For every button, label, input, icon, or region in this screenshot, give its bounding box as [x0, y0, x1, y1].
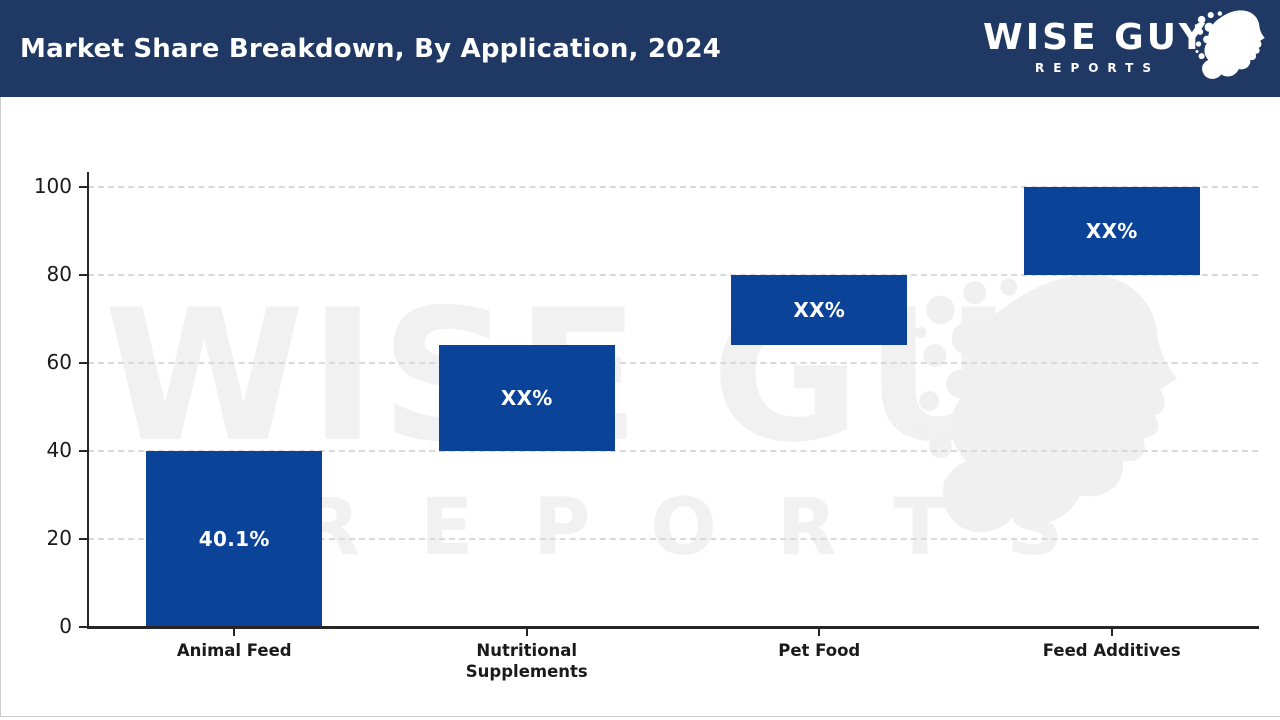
brand-logo: WISE GUY REPORTS	[983, 7, 1270, 87]
y-tick-label: 60	[46, 350, 72, 374]
x-tick-mark	[818, 629, 821, 636]
x-category-label: Nutritional Supplements	[465, 641, 588, 682]
y-tick-label: 80	[46, 262, 72, 286]
bar-nutritional-supplements: XX%	[438, 344, 615, 451]
chart-title: Market Share Breakdown, By Application, …	[20, 33, 722, 64]
x-category-label: Animal Feed	[176, 641, 292, 660]
y-tick-mark	[79, 450, 88, 452]
logo-sub-text: REPORTS	[1035, 60, 1160, 75]
y-tick-mark	[79, 626, 88, 628]
bar-value-label: XX%	[793, 297, 846, 322]
gridline-40	[88, 450, 1258, 452]
header-bar: Market Share Breakdown, By Application, …	[0, 0, 1280, 97]
x-axis-line	[87, 626, 1259, 629]
bar-value-label: XX%	[500, 385, 553, 410]
y-axis-line	[87, 172, 89, 629]
x-category-label: Pet Food	[778, 641, 861, 660]
bar-value-label: 40.1%	[198, 526, 270, 551]
gridline-60	[88, 362, 1258, 364]
watermark: WISE GUY REPORTS	[0, 97, 1280, 720]
gridline-80	[88, 274, 1258, 276]
watermark-reports-text: REPORTS	[300, 483, 1123, 573]
watermark-head-icon	[914, 274, 1178, 533]
logo-text: WISE GUY REPORTS	[982, 16, 1208, 75]
bar-animal-feed: 40.1%	[146, 450, 323, 627]
wiseguy-head-icon	[1194, 10, 1265, 79]
y-tick-mark	[79, 362, 88, 364]
y-tick-label: 40	[46, 438, 72, 462]
y-tick-label: 0	[59, 614, 72, 638]
y-tick-mark	[79, 538, 88, 540]
bar-feed-additives: XX%	[1023, 187, 1200, 275]
gridline-100	[88, 186, 1258, 188]
y-tick-label: 100	[33, 174, 72, 198]
y-tick-label: 20	[46, 526, 72, 550]
logo-brand-text: WISE GUY	[982, 16, 1208, 58]
gridline-20	[88, 538, 1258, 540]
x-category-label: Feed Additives	[1042, 641, 1181, 660]
page-left-border	[0, 97, 1, 716]
x-tick-mark	[525, 629, 528, 636]
x-tick-mark	[1110, 629, 1113, 636]
bar-value-label: XX%	[1085, 218, 1138, 243]
y-tick-mark	[79, 274, 88, 276]
page-bottom-border	[0, 716, 1280, 717]
x-tick-mark	[233, 629, 236, 636]
bar-pet-food: XX%	[731, 274, 908, 345]
y-tick-mark	[79, 186, 88, 188]
